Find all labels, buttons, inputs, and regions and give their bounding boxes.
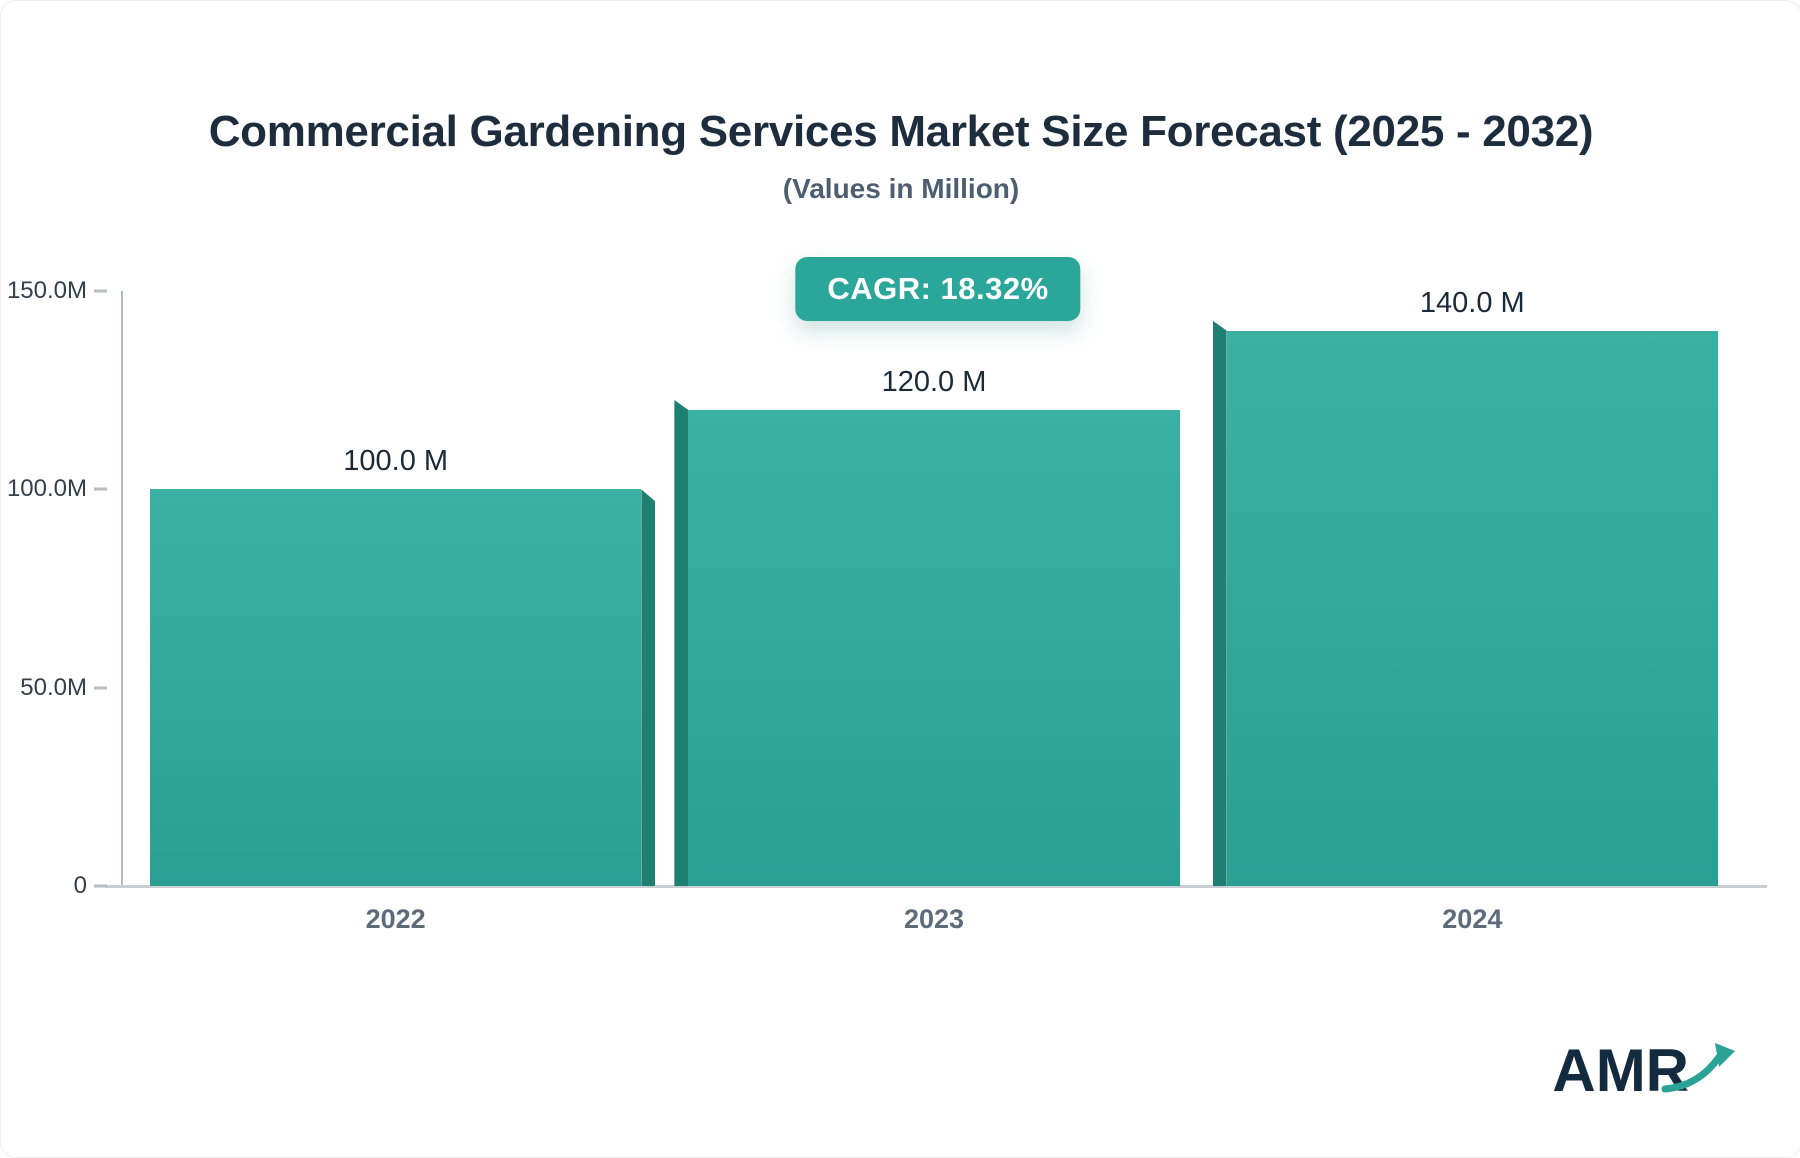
- y-tick-label: 50.0M: [20, 673, 87, 701]
- chart-title: Commercial Gardening Services Market Siz…: [208, 107, 1594, 156]
- y-tick-mark: [94, 884, 107, 888]
- bar-3d-edge: [1212, 320, 1227, 886]
- x-axis-label: 2022: [365, 904, 426, 934]
- bar-2024: [1212, 320, 1718, 886]
- cagr-badge: CAGR: 18.32%: [795, 257, 1081, 321]
- y-tick-mark: [94, 686, 107, 690]
- chart-subtitle: (Values in Million): [782, 173, 1020, 204]
- bar-3d-edge: [674, 400, 689, 886]
- y-tick-label: 100.0M: [6, 475, 87, 503]
- growth-arrow-icon: [1661, 1043, 1735, 1093]
- x-axis-line: [105, 885, 1767, 888]
- bar-value-label: 120.0 M: [881, 366, 987, 398]
- y-tick-mark: [94, 487, 107, 491]
- y-tick-label: 150.0M: [6, 277, 87, 304]
- y-tick-mark: [94, 289, 107, 293]
- bar-3d-edge: [641, 489, 656, 886]
- bar-2023: [674, 400, 1180, 886]
- bar-2022: [150, 489, 656, 886]
- amr-logo: AMR: [1552, 1041, 1737, 1101]
- y-tick-label: 0: [73, 872, 87, 899]
- y-axis-line: [121, 291, 123, 886]
- bar-value-label: 100.0 M: [343, 445, 449, 478]
- bar-value-label: 140.0 M: [1419, 286, 1525, 319]
- x-axis-label: 2024: [1442, 904, 1503, 934]
- x-axis-label: 2023: [903, 904, 965, 934]
